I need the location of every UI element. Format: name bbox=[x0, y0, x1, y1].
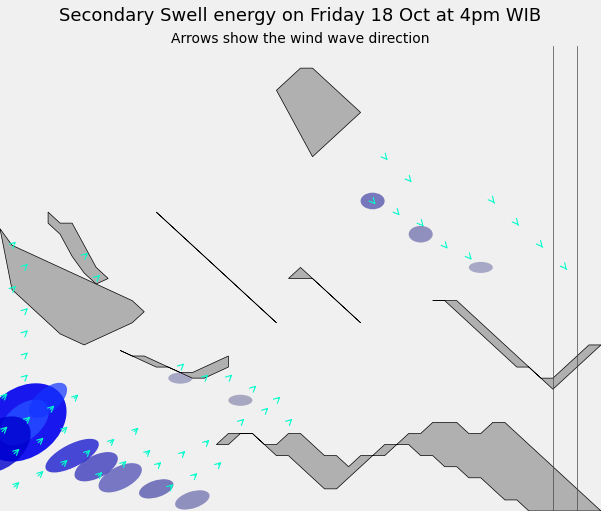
Polygon shape bbox=[48, 212, 108, 284]
Ellipse shape bbox=[139, 479, 174, 499]
Polygon shape bbox=[120, 351, 228, 378]
Ellipse shape bbox=[168, 373, 192, 384]
Ellipse shape bbox=[175, 490, 210, 509]
Text: Arrows show the wind wave direction: Arrows show the wind wave direction bbox=[171, 32, 430, 46]
Ellipse shape bbox=[469, 262, 493, 273]
Ellipse shape bbox=[0, 416, 31, 473]
Ellipse shape bbox=[0, 383, 67, 461]
Ellipse shape bbox=[75, 452, 118, 481]
Polygon shape bbox=[433, 300, 601, 389]
Polygon shape bbox=[276, 68, 361, 157]
Ellipse shape bbox=[409, 226, 433, 243]
Ellipse shape bbox=[228, 394, 252, 406]
Polygon shape bbox=[156, 212, 276, 323]
Ellipse shape bbox=[361, 193, 385, 210]
Text: Secondary Swell energy on Friday 18 Oct at 4pm WIB: Secondary Swell energy on Friday 18 Oct … bbox=[59, 7, 542, 25]
Ellipse shape bbox=[29, 383, 67, 418]
Polygon shape bbox=[288, 267, 361, 323]
Polygon shape bbox=[0, 229, 144, 345]
Ellipse shape bbox=[99, 463, 142, 493]
Ellipse shape bbox=[0, 400, 49, 445]
Polygon shape bbox=[216, 423, 601, 511]
Ellipse shape bbox=[46, 439, 99, 473]
